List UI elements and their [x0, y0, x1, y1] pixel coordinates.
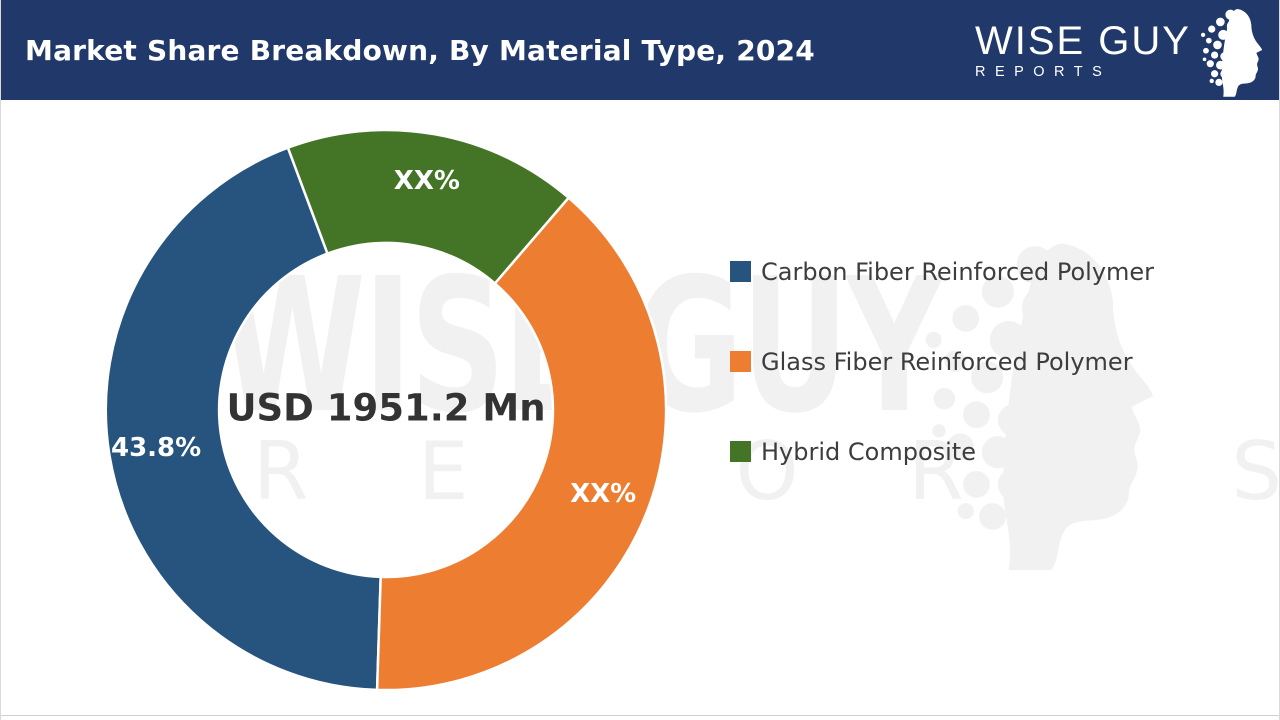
- slice-label-glass-fiber-reinforced-polymer: XX%: [570, 479, 637, 510]
- chart-legend: Carbon Fiber Reinforced Polymer Glass Fib…: [730, 255, 1154, 525]
- logo-reports-text: REPORTS: [974, 63, 1112, 80]
- legend-label: Carbon Fiber Reinforced Polymer: [761, 257, 1155, 286]
- chart-center-value: USD 1951.2 Mn: [226, 386, 546, 430]
- legend-item-carbon-fiber-reinforced-polymer: Carbon Fiber Reinforced Polymer: [730, 255, 1154, 288]
- donut-slice-glass-fiber-reinforced-polymer: [375, 195, 668, 692]
- bottom-border-line: [1, 715, 1279, 716]
- slice-label-carbon-fiber-reinforced-polymer: 43.8%: [110, 432, 202, 463]
- logo-wiseguy-text: WISE GUY: [974, 18, 1191, 63]
- wise-guy-reports-logo: WISE GUY REPORTS: [975, 3, 1265, 97]
- page-title: Market Share Breakdown, By Material Type…: [25, 33, 815, 67]
- legend-item-hybrid-composite: Hybrid Composite: [730, 435, 1154, 468]
- legend-label: Hybrid Composite: [761, 437, 976, 466]
- legend-swatch: [730, 441, 751, 462]
- donut-slice-carbon-fiber-reinforced-polymer: [104, 146, 382, 692]
- legend-swatch: [730, 261, 751, 282]
- slice-label-hybrid-composite: XX%: [393, 165, 460, 196]
- header: Market Share Breakdown, By Material Type…: [1, 0, 1279, 100]
- donut-slice-hybrid-composite: [286, 128, 571, 286]
- legend-swatch: [730, 351, 751, 372]
- logo-head-icon: [1193, 3, 1265, 97]
- legend-label: Glass Fiber Reinforced Polymer: [761, 347, 1133, 376]
- logo-text: WISE GUY REPORTS: [975, 21, 1191, 80]
- legend-item-glass-fiber-reinforced-polymer: Glass Fiber Reinforced Polymer: [730, 345, 1154, 378]
